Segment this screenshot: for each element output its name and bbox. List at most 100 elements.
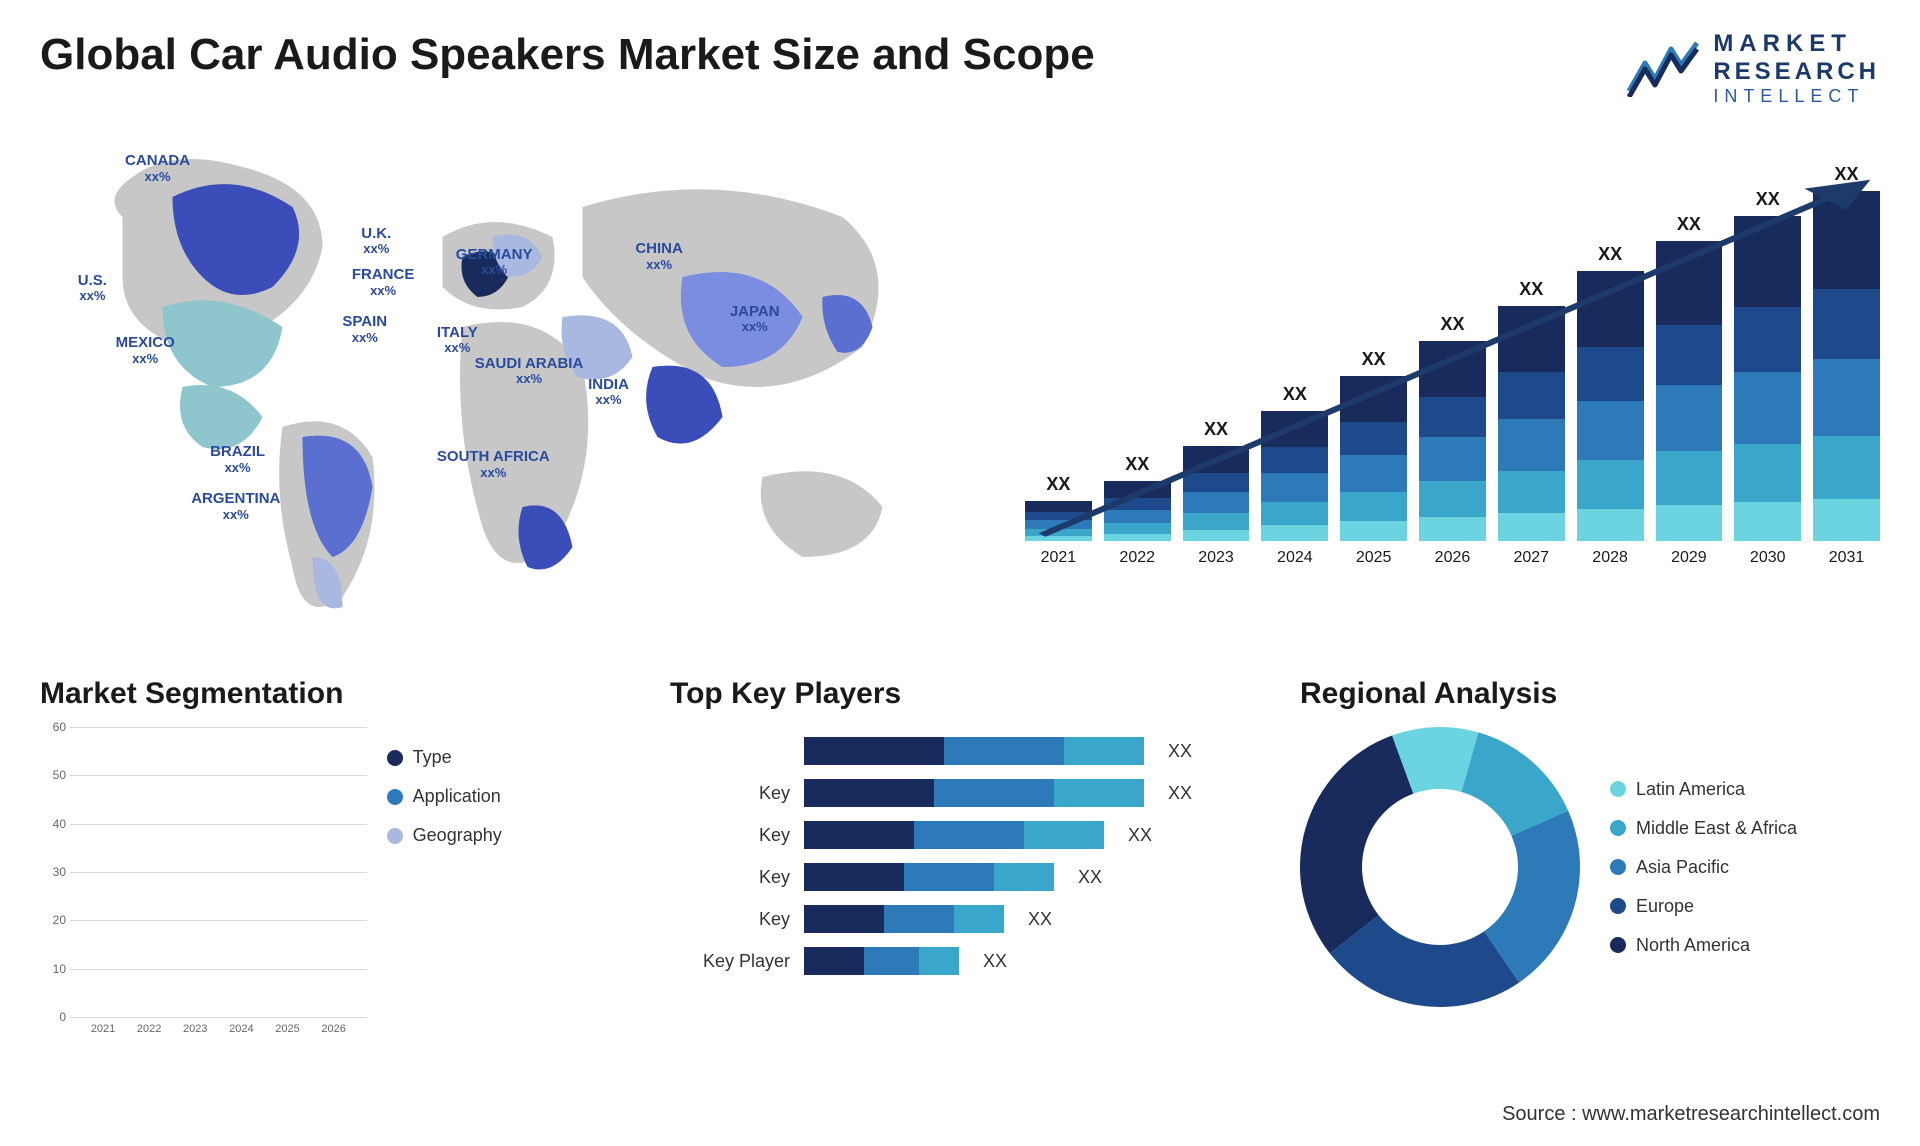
forecast-bar-value: XX [1677, 214, 1701, 235]
key-players-chart: XX Key XX Key XX Key XX Key XX Key Player XX [670, 727, 1250, 975]
forecast-bar-value: XX [1440, 314, 1464, 335]
brand-logo: MARKET RESEARCH INTELLECT [1627, 30, 1880, 107]
forecast-bar: XX 2026 [1419, 314, 1486, 567]
forecast-bar: XX2023 [1183, 419, 1250, 567]
seg-year-label: 2025 [264, 1017, 310, 1047]
legend-item: Latin America [1610, 779, 1797, 800]
seg-year-label: 2021 [80, 1017, 126, 1047]
key-player-row: Key XX [670, 779, 1250, 807]
key-player-row: Key Player XX [670, 947, 1250, 975]
legend-label: Europe [1636, 896, 1694, 917]
map-country-label: CANADAxx% [125, 153, 190, 184]
forecast-year-label: 2026 [1435, 549, 1471, 567]
seg-ytick: 50 [53, 768, 66, 782]
key-player-label: Key [670, 867, 790, 888]
forecast-year-label: 2029 [1671, 549, 1707, 567]
regional-title: Regional Analysis [1300, 677, 1880, 711]
forecast-bar: XX 2027 [1498, 279, 1565, 567]
key-player-value: XX [983, 951, 1007, 972]
forecast-bar: XX2030 [1734, 189, 1801, 567]
key-player-value: XX [1028, 909, 1052, 930]
map-country-label: FRANCExx% [352, 267, 415, 298]
legend-label: Middle East & Africa [1636, 818, 1797, 839]
map-country-label: CHINAxx% [635, 241, 683, 272]
forecast-chart-block: XX2021XX2022XX2023XX2024XX2025XX2026XX20… [1025, 127, 1880, 647]
key-player-row: Key XX [670, 905, 1250, 933]
map-country-label: SAUDI ARABIAxx% [475, 356, 584, 387]
forecast-bar-value: XX [1125, 454, 1149, 475]
segmentation-chart: 0102030405060 202120222023202420252026 [40, 727, 367, 1047]
key-player-label: Key [670, 783, 790, 804]
forecast-bar: XX2028 [1577, 244, 1644, 567]
forecast-bar-value: XX [1756, 189, 1780, 210]
world-map-block: CANADAxx%U.S.xx%MEXICOxx%BRAZILxx%ARGENT… [40, 127, 985, 647]
forecast-year-label: 2031 [1829, 549, 1865, 567]
logo-line3: INTELLECT [1713, 86, 1880, 107]
map-country-label: BRAZILxx% [210, 444, 265, 475]
forecast-bar-value: XX [1519, 279, 1543, 300]
segmentation-legend: TypeApplicationGeography [387, 727, 620, 1047]
logo-line1: MARKET [1713, 30, 1880, 58]
seg-year-label: 2023 [172, 1017, 218, 1047]
key-player-value: XX [1168, 741, 1192, 762]
map-country-label: INDIAxx% [588, 377, 629, 408]
key-player-row: XX [670, 737, 1250, 765]
forecast-bar: XX 2031 [1813, 164, 1880, 567]
regional-donut-chart [1300, 727, 1580, 1007]
legend-label: Geography [413, 825, 502, 846]
seg-ytick: 0 [59, 1010, 66, 1024]
forecast-bar-value: XX [1362, 349, 1386, 370]
key-player-label: Key [670, 825, 790, 846]
forecast-bar: XX2025 [1340, 349, 1407, 567]
forecast-bar: XX 2024 [1261, 384, 1328, 567]
legend-item: Middle East & Africa [1610, 818, 1797, 839]
key-player-label: Key Player [670, 951, 790, 972]
seg-ytick: 10 [53, 962, 66, 976]
map-country-label: ARGENTINAxx% [191, 491, 280, 522]
key-player-value: XX [1168, 783, 1192, 804]
forecast-bar: XX 2022 [1104, 454, 1171, 567]
map-country-label: SPAINxx% [342, 314, 387, 345]
map-country-label: U.K.xx% [361, 226, 391, 257]
regional-legend: Latin America Middle East & Africa Asia Pa… [1610, 779, 1797, 956]
legend-item: Europe [1610, 896, 1797, 917]
key-player-row: Key XX [670, 863, 1250, 891]
segmentation-title: Market Segmentation [40, 677, 620, 711]
forecast-bar-value: XX [1283, 384, 1307, 405]
map-country-label: ITALYxx% [437, 325, 478, 356]
legend-item: North America [1610, 935, 1797, 956]
legend-label: Type [413, 747, 452, 768]
legend-item: Type [387, 747, 620, 768]
key-player-label: Key [670, 909, 790, 930]
map-country-label: SOUTH AFRICAxx% [437, 449, 550, 480]
forecast-bar-value: XX [1598, 244, 1622, 265]
map-country-label: GERMANYxx% [456, 247, 533, 278]
key-players-panel: Top Key Players XXKeyXXKeyXXKeyXXKeyXXKe… [670, 677, 1250, 1057]
map-country-label: JAPANxx% [730, 304, 780, 335]
legend-label: Asia Pacific [1636, 857, 1729, 878]
key-players-title: Top Key Players [670, 677, 1250, 711]
seg-ytick: 40 [53, 817, 66, 831]
key-player-value: XX [1128, 825, 1152, 846]
forecast-year-label: 2021 [1041, 549, 1077, 567]
forecast-bar-value: XX [1835, 164, 1859, 185]
donut-slice [1300, 735, 1413, 953]
forecast-bar: XX 2029 [1656, 214, 1723, 567]
forecast-year-label: 2023 [1198, 549, 1234, 567]
source-attribution: Source : www.marketresearchintellect.com [1502, 1103, 1880, 1126]
legend-label: North America [1636, 935, 1750, 956]
world-map-icon [40, 127, 985, 647]
forecast-year-label: 2024 [1277, 549, 1313, 567]
forecast-year-label: 2027 [1513, 549, 1549, 567]
key-player-value: XX [1078, 867, 1102, 888]
forecast-bar-value: XX [1046, 474, 1070, 495]
forecast-year-label: 2022 [1119, 549, 1155, 567]
seg-ytick: 20 [53, 913, 66, 927]
forecast-bar: XX 2021 [1025, 474, 1092, 567]
seg-ytick: 30 [53, 865, 66, 879]
legend-item: Asia Pacific [1610, 857, 1797, 878]
segmentation-panel: Market Segmentation 0102030405060 202120… [40, 677, 620, 1057]
seg-year-label: 2022 [126, 1017, 172, 1047]
key-player-row: Key XX [670, 821, 1250, 849]
seg-ytick: 60 [53, 720, 66, 734]
